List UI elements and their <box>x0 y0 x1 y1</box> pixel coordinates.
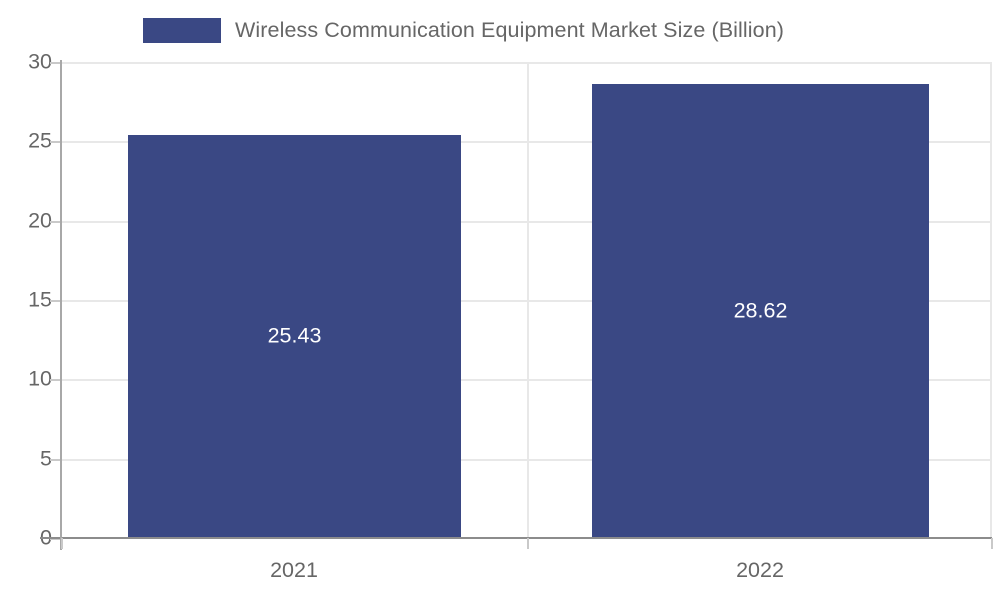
bar-2022[interactable]: 28.62 <box>592 83 929 538</box>
y-tick-20 <box>50 220 61 223</box>
legend-swatch-icon <box>143 17 221 43</box>
gridline-10 <box>61 379 992 382</box>
x-tick-label-2022: 2022 <box>736 558 784 582</box>
y-tick-30 <box>50 62 61 64</box>
plot-area: 25.43 28.62 <box>61 62 992 538</box>
y-tick-label-15: 15 <box>28 287 52 312</box>
gridline-15 <box>61 300 992 302</box>
category-divider-gridline <box>527 62 529 538</box>
gridline-5 <box>61 458 992 461</box>
y-axis-labels: 30 25 20 15 10 5 0 <box>0 0 52 600</box>
x-tick-left <box>61 538 63 549</box>
x-tick-middle <box>527 538 529 549</box>
bar-value-label-2022: 28.62 <box>733 298 788 323</box>
y-tick-label-30: 30 <box>28 49 52 74</box>
gridline-20 <box>61 220 992 223</box>
bar-value-label-2021: 25.43 <box>267 323 322 348</box>
y-tick-label-5: 5 <box>40 446 52 471</box>
y-tick-0 <box>50 538 61 540</box>
bar-2021[interactable]: 25.43 <box>128 134 461 538</box>
y-axis-line <box>60 60 62 550</box>
y-tick-10 <box>50 379 61 382</box>
y-tick-15 <box>50 300 61 302</box>
y-tick-label-10: 10 <box>28 366 52 391</box>
y-tick-5 <box>50 458 61 461</box>
x-axis-line <box>40 537 992 539</box>
chart-legend: Wireless Communication Equipment Market … <box>143 10 784 50</box>
plot-right-border-gridline <box>990 62 992 538</box>
gridline-25 <box>61 141 992 144</box>
legend-label: Wireless Communication Equipment Market … <box>235 17 785 42</box>
x-tick-label-2021: 2021 <box>270 558 318 582</box>
y-tick-label-25: 25 <box>28 128 52 153</box>
x-tick-right <box>991 538 993 549</box>
y-tick-label-20: 20 <box>28 208 52 233</box>
y-tick-25 <box>50 141 61 144</box>
gridline-30 <box>61 62 992 64</box>
